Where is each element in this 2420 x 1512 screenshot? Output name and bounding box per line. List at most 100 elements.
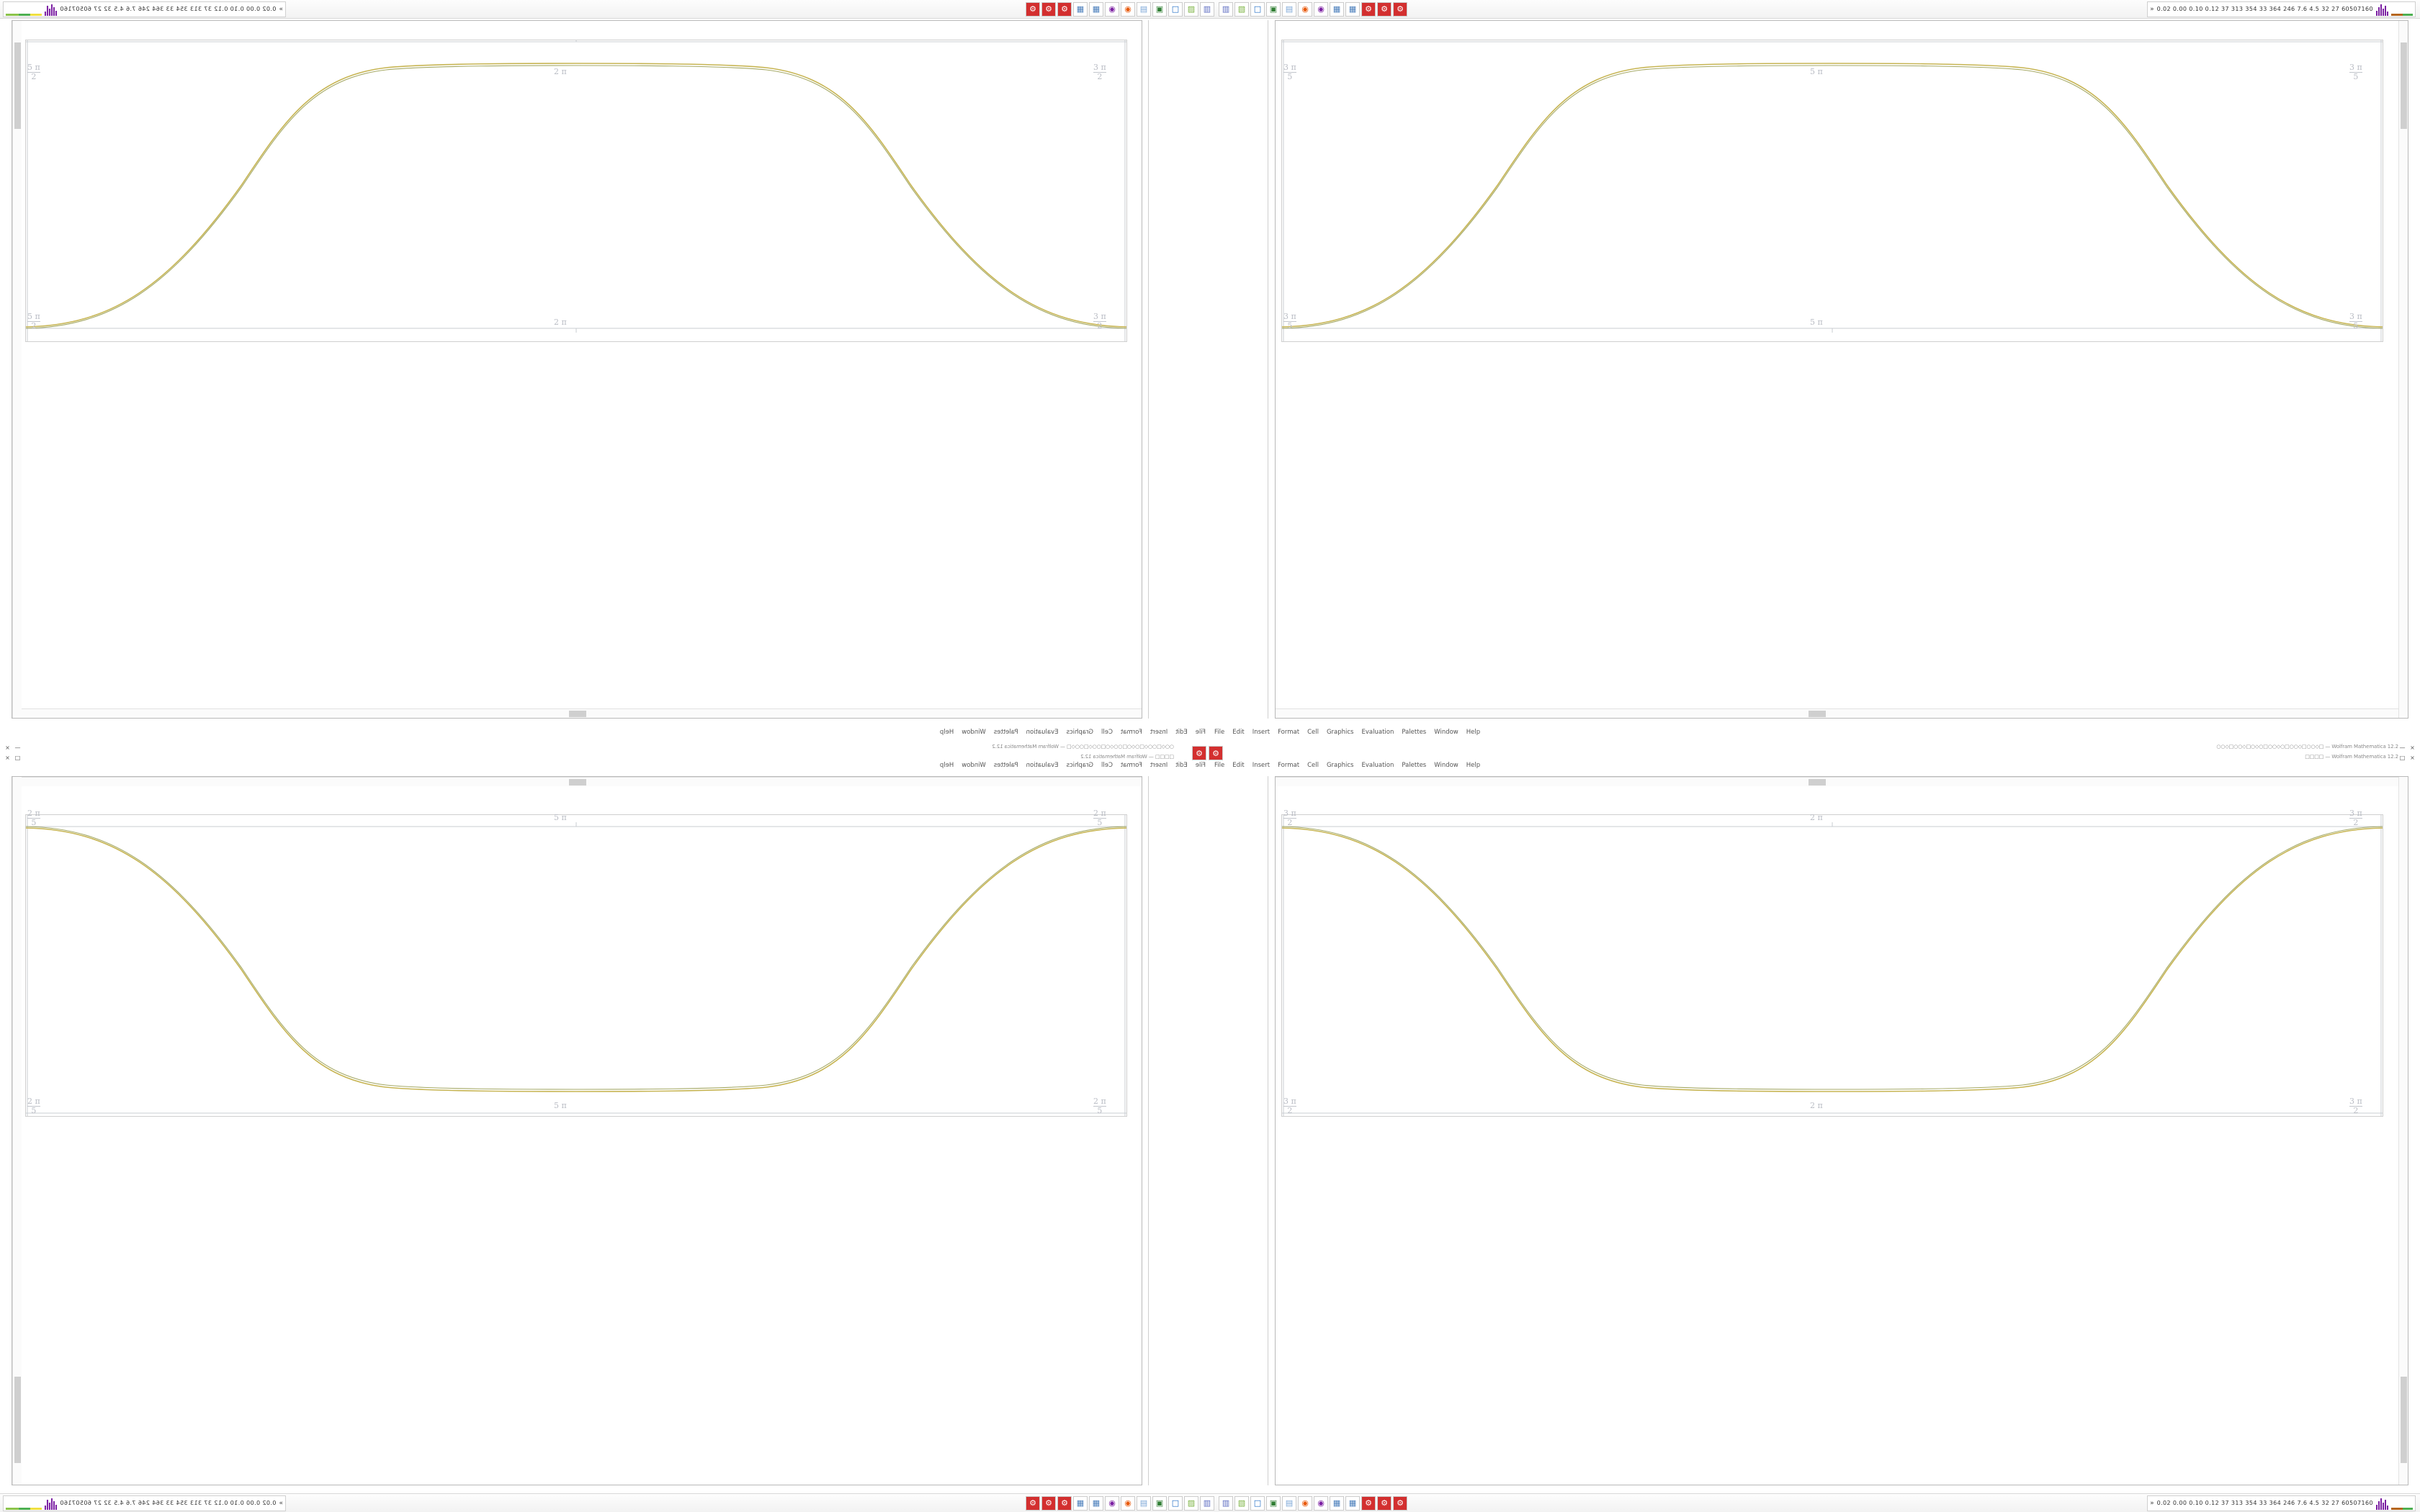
scrollbar-thumb[interactable] (2401, 42, 2407, 129)
menu-item-evaluation[interactable]: Evaluation (1026, 729, 1059, 736)
scrollbar-vertical[interactable] (12, 777, 22, 1485)
scrollbar-horizontal[interactable] (1276, 708, 2398, 718)
menubar-left[interactable]: File Edit Insert Format Cell Graphics Evaluati… (605, 727, 1210, 737)
window-maximize-right[interactable]: □ (2399, 755, 2406, 761)
text-editor-icon[interactable]: ▤ (1282, 1, 1296, 17)
menu-item-palettes[interactable]: Palettes (1402, 729, 1427, 736)
scrollbar-thumb[interactable] (2401, 1377, 2407, 1463)
calculator-icon[interactable]: ▦ (1073, 1495, 1088, 1511)
settings-gear-icon[interactable]: ⚙ (1377, 1, 1392, 17)
terminal-icon[interactable]: ▣ (1266, 1495, 1281, 1511)
calculator-icon[interactable]: ▦ (1345, 1, 1360, 17)
settings-gear-icon[interactable]: ⚙ (1041, 1, 1056, 17)
menu-item-palettes[interactable]: Palettes (993, 762, 1018, 769)
calculator-icon[interactable]: ▦ (1330, 1495, 1344, 1511)
window-close-left-2[interactable]: × (5, 755, 10, 761)
window-close-right-2[interactable]: × (2410, 755, 2415, 761)
firefox-browser-icon[interactable]: ◉ (1298, 1495, 1312, 1511)
window-close-left[interactable]: × (5, 744, 10, 751)
window-maximize-left[interactable]: □ (14, 755, 21, 761)
scrollbar-vertical[interactable] (2398, 21, 2408, 718)
menu-item-window[interactable]: Window (962, 729, 986, 736)
scrollbar-horizontal[interactable] (22, 777, 1142, 786)
scrollbar-vertical[interactable] (12, 21, 22, 718)
tray-monitor-box[interactable]: » 0.02 0.00 0.10 0.12 37 313 354 33 364 … (2147, 1, 2416, 17)
menu-item-help[interactable]: Help (1466, 729, 1481, 736)
scrollbar-thumb[interactable] (14, 1377, 21, 1463)
menu-item-insert[interactable]: Insert (1252, 762, 1270, 769)
scrollbar-thumb[interactable] (1809, 711, 1826, 717)
settings-gear-icon[interactable]: ⚙ (1041, 1495, 1056, 1511)
settings-gear-icon[interactable]: ⚙ (1026, 1495, 1040, 1511)
settings-gear-icon[interactable]: ⚙ (1377, 1495, 1392, 1511)
menu-item-evaluation[interactable]: Evaluation (1361, 762, 1394, 769)
menu-item-edit[interactable]: Edit (1232, 762, 1245, 769)
terminal-icon[interactable]: ▣ (1266, 1, 1281, 17)
media-player-icon[interactable]: ▥ (1200, 1, 1214, 17)
settings-gear-icon[interactable]: ⚙ (1209, 746, 1223, 760)
settings-gear-icon[interactable]: ⚙ (1057, 1495, 1072, 1511)
tray-chevron-icon[interactable]: » (2150, 1499, 2154, 1507)
menu-item-file[interactable]: File (1214, 729, 1225, 736)
system-tray-left-bottom[interactable]: » 0.02 0.00 0.10 0.12 37 313 354 33 364 … (3, 1494, 286, 1512)
firefox-browser-icon[interactable]: ◉ (1121, 1, 1135, 17)
browser-purple-icon[interactable]: ◉ (1105, 1495, 1119, 1511)
settings-gear-icon[interactable]: ⚙ (1361, 1, 1376, 17)
menubar-left-2[interactable]: File Edit Insert Format Cell Graphics Evaluati… (605, 760, 1210, 770)
calculator-icon[interactable]: ▦ (1345, 1495, 1360, 1511)
media-player-icon[interactable]: ▥ (1200, 1495, 1214, 1511)
menubar-right[interactable]: File Edit Insert Format Cell Graphics Evaluati… (1210, 727, 1815, 737)
menu-item-format[interactable]: Format (1278, 729, 1300, 736)
settings-gear-icon[interactable]: ⚙ (1057, 1, 1072, 17)
calculator-icon[interactable]: ▦ (1073, 1, 1088, 17)
tray-chevron-icon[interactable]: » (2150, 5, 2154, 13)
taskbar-app-icons-left-bottom[interactable]: ⚙ ⚙ ⚙ ▦ ▦ ◉ ◉ ▤ ▣ □ ▨ ▥ (1026, 1495, 1214, 1511)
menubar-right-2[interactable]: File Edit Insert Format Cell Graphics Evaluati… (1210, 760, 1815, 770)
scrollbar-horizontal[interactable] (1276, 777, 2398, 786)
menu-item-graphics[interactable]: Graphics (1326, 762, 1354, 769)
tray-chevron-icon[interactable]: » (279, 5, 283, 13)
menu-item-window[interactable]: Window (1434, 762, 1458, 769)
menu-item-palettes[interactable]: Palettes (993, 729, 1018, 736)
scrollbar-horizontal[interactable] (22, 708, 1142, 718)
menu-item-cell[interactable]: Cell (1307, 729, 1319, 736)
settings-gear-icon[interactable]: ⚙ (1026, 1, 1040, 17)
center-gear-buttons[interactable]: ⚙ ⚙ (1192, 746, 1223, 760)
menu-item-edit[interactable]: Edit (1175, 762, 1188, 769)
text-editor-icon[interactable]: ▤ (1282, 1495, 1296, 1511)
menu-item-help[interactable]: Help (939, 729, 954, 736)
window-minimize-left[interactable]: — (14, 744, 21, 751)
menu-item-evaluation[interactable]: Evaluation (1361, 729, 1394, 736)
menu-item-format[interactable]: Format (1120, 762, 1142, 769)
scrollbar-thumb[interactable] (569, 711, 586, 717)
menu-item-help[interactable]: Help (1466, 762, 1481, 769)
window-minimize-right[interactable]: — (2399, 744, 2406, 751)
menu-item-graphics[interactable]: Graphics (1066, 762, 1094, 769)
notebook-title-row-right-2[interactable]: □□□□ — Wolfram Mathematica 12.2 (2305, 753, 2398, 760)
browser-purple-icon[interactable]: ◉ (1314, 1495, 1328, 1511)
firefox-browser-icon[interactable]: ◉ (1121, 1495, 1135, 1511)
text-editor-icon[interactable]: ▤ (1137, 1495, 1151, 1511)
taskbar-top[interactable]: » 0.02 0.00 0.10 0.12 37 313 354 33 364 … (0, 0, 2420, 19)
save-disk-icon[interactable]: □ (1250, 1, 1265, 17)
image-viewer-icon[interactable]: ▨ (1184, 1, 1198, 17)
scrollbar-vertical[interactable] (2398, 777, 2408, 1485)
image-viewer-icon[interactable]: ▨ (1184, 1495, 1198, 1511)
menu-item-window[interactable]: Window (962, 762, 986, 769)
menu-item-window[interactable]: Window (1434, 729, 1458, 736)
menu-item-insert[interactable]: Insert (1150, 762, 1168, 769)
menu-item-format[interactable]: Format (1278, 762, 1300, 769)
notebook-title-row-right[interactable]: ○○◇□○○◇□○◇○□○○◇○□○○◇□○○◇□ — Wolfram Math… (2216, 743, 2398, 750)
calculator-icon[interactable]: ▦ (1330, 1, 1344, 17)
tray-monitor-box[interactable]: » 0.02 0.00 0.10 0.12 37 313 354 33 364 … (3, 1, 286, 17)
calculator-icon[interactable]: ▦ (1089, 1, 1103, 17)
menu-item-insert[interactable]: Insert (1150, 729, 1168, 736)
menu-item-cell[interactable]: Cell (1307, 762, 1319, 769)
menu-item-cell[interactable]: Cell (1101, 729, 1113, 736)
tray-monitor-box[interactable]: » 0.02 0.00 0.10 0.12 37 313 354 33 364 … (2147, 1495, 2416, 1511)
image-viewer-icon[interactable]: ▨ (1234, 1495, 1249, 1511)
